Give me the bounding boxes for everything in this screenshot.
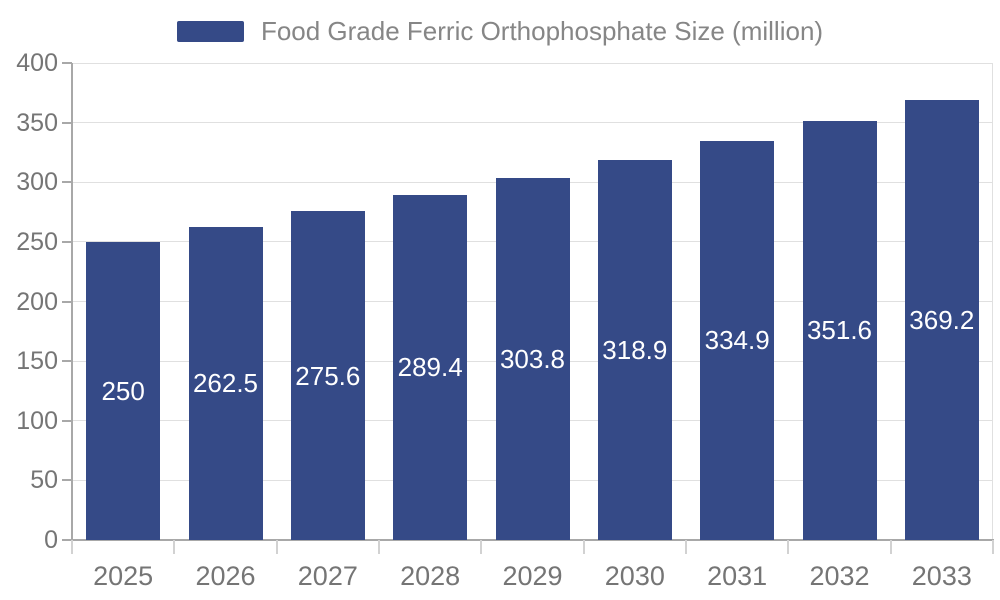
x-axis-tick (275, 540, 278, 554)
y-tick-label: 200 (16, 287, 58, 316)
bar-value-label: 351.6 (806, 315, 873, 346)
y-axis-tick (62, 479, 72, 482)
x-axis-tick (582, 540, 585, 554)
bar[interactable] (86, 241, 161, 540)
x-axis-line (71, 539, 994, 541)
y-tick-label: 350 (16, 108, 58, 137)
bar[interactable] (597, 159, 672, 540)
bar[interactable] (700, 140, 775, 540)
x-axis-tick (889, 540, 892, 554)
y-tick-label: 400 (16, 49, 58, 77)
x-axis-tick (378, 540, 380, 554)
legend-label: Food Grade Ferric Orthophosphate Size (m… (260, 16, 824, 46)
bar[interactable] (904, 99, 979, 540)
y-tick-label: 50 (30, 466, 58, 495)
bar[interactable] (393, 194, 468, 540)
y-axis-tick (62, 360, 72, 363)
y-axis-tick (62, 62, 72, 64)
x-tick-label: 2027 (297, 561, 358, 591)
x-axis-tick (685, 540, 687, 554)
chart-legend[interactable]: Food Grade Ferric Orthophosphate Size (m… (0, 16, 1000, 46)
y-gridline (72, 122, 993, 124)
x-axis-tick (173, 540, 176, 554)
bar[interactable] (495, 177, 570, 540)
y-axis-tick (62, 121, 72, 124)
y-axis-tick (62, 240, 72, 243)
y-tick-label: 150 (16, 347, 58, 376)
bar-value-label: 250 (101, 375, 145, 406)
x-tick-label: 2032 (809, 561, 870, 591)
y-tick-label: 250 (16, 227, 58, 256)
x-tick-label: 2029 (502, 561, 563, 591)
bar-value-label: 369.2 (909, 304, 975, 335)
bar-value-label: 289.4 (397, 352, 463, 383)
y-axis-tick (62, 300, 72, 303)
y-tick-label: 0 (44, 526, 58, 554)
bar-value-label: 334.9 (704, 325, 770, 356)
x-axis-tick (480, 540, 483, 554)
y-axis-tick (62, 419, 72, 422)
x-tick-label: 2025 (93, 561, 154, 591)
x-axis-tick (992, 540, 994, 554)
y-gridline (72, 62, 993, 64)
x-tick-label: 2026 (195, 561, 256, 591)
bar[interactable] (188, 226, 263, 540)
y-axis-line (71, 63, 73, 542)
bar[interactable] (290, 211, 365, 540)
bar-value-label: 318.9 (602, 334, 668, 365)
x-tick-label: 2030 (604, 561, 665, 591)
x-tick-label: 2028 (400, 561, 461, 591)
x-axis-tick (787, 540, 790, 554)
y-axis-tick (62, 181, 72, 184)
bar-value-label: 262.5 (192, 368, 259, 399)
bar-value-label: 275.6 (295, 360, 361, 391)
plot-right-border (992, 63, 993, 540)
legend-swatch (176, 20, 244, 42)
y-axis-tick (62, 539, 72, 541)
y-tick-label: 300 (16, 168, 58, 197)
x-tick-label: 2031 (707, 561, 768, 591)
y-tick-label: 100 (16, 406, 58, 435)
bar[interactable] (802, 120, 877, 540)
bar-value-label: 303.8 (499, 343, 566, 374)
x-axis-tick (71, 540, 73, 554)
x-tick-label: 2033 (911, 561, 972, 591)
